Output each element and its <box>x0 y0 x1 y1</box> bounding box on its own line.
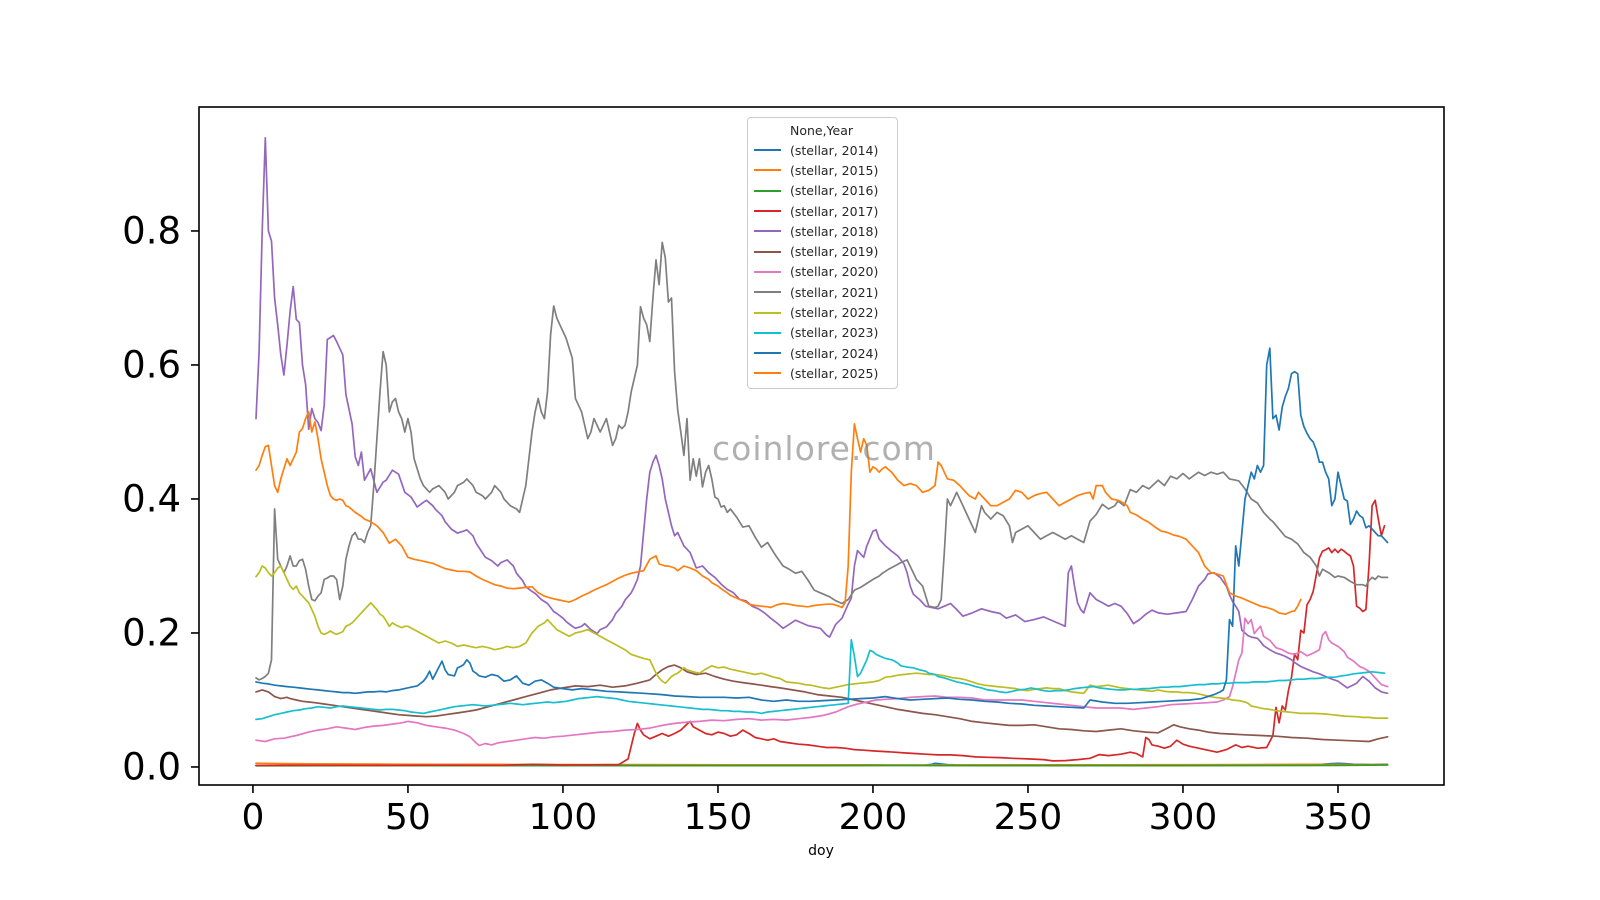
legend-item-label: (stellar, 2014) <box>790 142 879 158</box>
legend-item-2021: (stellar, 2021) <box>754 282 889 302</box>
legend-line-swatch <box>754 189 781 192</box>
series-line-2025 <box>255 411 1302 616</box>
legend-item-label: (stellar, 2019) <box>790 244 879 260</box>
legend-item-2014: (stellar, 2014) <box>754 140 889 160</box>
legend-item-2023: (stellar, 2023) <box>754 323 889 343</box>
legend-item-2024: (stellar, 2024) <box>754 343 889 363</box>
y-tick-label: 0.4 <box>122 477 181 521</box>
legend-item-label: (stellar, 2023) <box>790 325 879 341</box>
series-line-2023 <box>255 638 1386 721</box>
y-tick-label: 0.6 <box>122 343 181 387</box>
x-tick-label: 0 <box>241 797 265 838</box>
x-tick-label: 150 <box>683 797 753 838</box>
legend-line-swatch <box>754 331 781 334</box>
legend-item-label: (stellar, 2021) <box>790 284 879 300</box>
legend-item-2019: (stellar, 2019) <box>754 241 889 261</box>
legend-item-2020: (stellar, 2020) <box>754 262 889 282</box>
series-line-2024 <box>255 347 1389 709</box>
legend-line-swatch <box>754 372 781 375</box>
legend-item-label: (stellar, 2025) <box>790 365 879 381</box>
series-line-2020 <box>255 617 1389 747</box>
watermark-text: coinlore.com <box>712 429 936 468</box>
x-tick-label: 100 <box>528 797 598 838</box>
legend: None,Year (stellar, 2014) (stellar, 2015)… <box>747 117 898 389</box>
legend-item-label: (stellar, 2022) <box>790 305 879 321</box>
y-tick-label: 0.8 <box>122 209 181 253</box>
legend-line-swatch <box>754 352 781 355</box>
legend-item-label: (stellar, 2020) <box>790 264 879 280</box>
legend-item-2022: (stellar, 2022) <box>754 302 889 322</box>
y-tick-label: 0.2 <box>122 611 181 655</box>
legend-line-swatch <box>754 230 781 233</box>
legend-item-label: (stellar, 2015) <box>790 162 879 178</box>
x-tick-label: 250 <box>993 797 1063 838</box>
legend-title: None,Year <box>789 123 854 138</box>
legend-item-label: (stellar, 2017) <box>790 203 879 219</box>
legend-rows: (stellar, 2014) (stellar, 2015) (stellar, … <box>754 140 889 384</box>
series-line-2017 <box>255 499 1386 767</box>
plot-frame <box>198 106 1445 786</box>
legend-line-swatch <box>754 210 781 213</box>
series-line-2022 <box>255 565 1389 719</box>
legend-line-swatch <box>754 311 781 314</box>
legend-item-2017: (stellar, 2017) <box>754 201 889 221</box>
x-tick-label: 300 <box>1148 797 1218 838</box>
series-line-2019 <box>255 664 1389 743</box>
legend-item-label: (stellar, 2024) <box>790 345 879 361</box>
legend-item-label: (stellar, 2018) <box>790 223 879 239</box>
x-tick-label: 50 <box>385 797 431 838</box>
x-tick-label: 350 <box>1303 797 1373 838</box>
legend-line-swatch <box>754 149 781 152</box>
legend-line-swatch <box>754 169 781 172</box>
legend-line-swatch <box>754 291 781 294</box>
x-axis-label: doy <box>808 843 834 859</box>
legend-item-2025: (stellar, 2025) <box>754 363 889 383</box>
legend-line-swatch <box>754 250 781 253</box>
legend-item-2015: (stellar, 2015) <box>754 160 889 180</box>
x-tick-label: 200 <box>838 797 908 838</box>
legend-item-2016: (stellar, 2016) <box>754 181 889 201</box>
series-line-2021 <box>255 241 1389 681</box>
legend-line-swatch <box>754 270 781 273</box>
y-tick-label: 0.0 <box>122 745 181 789</box>
legend-item-2018: (stellar, 2018) <box>754 221 889 241</box>
legend-item-label: (stellar, 2016) <box>790 183 879 199</box>
